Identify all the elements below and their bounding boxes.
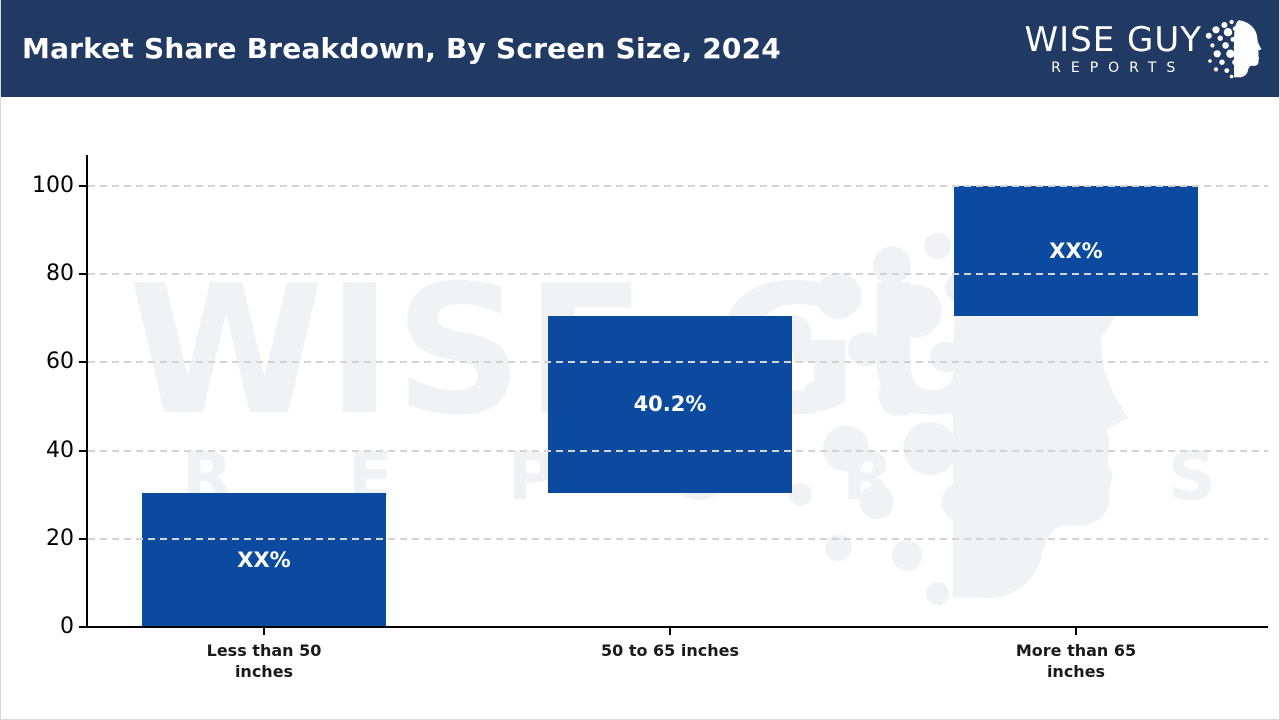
y-axis-line xyxy=(86,155,88,628)
y-tick-60 xyxy=(79,361,86,364)
bar-more-than-65-inches: XX% xyxy=(954,186,1198,316)
bar-value-label: XX% xyxy=(237,547,291,572)
y-tick-80 xyxy=(79,273,86,276)
category-label-line: inches xyxy=(234,662,294,681)
x-tick-1 xyxy=(669,628,671,635)
y-tick-label-40: 40 xyxy=(46,437,74,463)
category-label-line: 50 to 65 inches xyxy=(600,641,739,660)
gridline-y-40 xyxy=(88,449,1268,452)
gridline-y-100 xyxy=(88,185,1268,187)
category-label-2: More than 65 inches xyxy=(956,640,1196,682)
bar-50-to-65-inches: 40.2% xyxy=(548,315,792,493)
wiseguy-face-icon xyxy=(1204,9,1270,89)
bar-less-than-50-inches: XX% xyxy=(142,492,386,627)
gridline-y-20 xyxy=(88,537,1268,540)
wiseguy-logo-text: WISE GUY REPORTS xyxy=(1024,22,1202,76)
bar-value-label: 40.2% xyxy=(633,392,707,417)
gridline-y-60 xyxy=(88,361,1268,364)
wiseguy-logo: WISE GUY REPORTS xyxy=(1024,9,1270,89)
y-tick-label-100: 100 xyxy=(32,173,74,198)
y-tick-label-0: 0 xyxy=(60,614,74,639)
x-tick-2 xyxy=(1075,628,1077,635)
y-tick-label-80: 80 xyxy=(46,261,74,287)
y-tick-label-60: 60 xyxy=(46,349,74,375)
y-tick-0 xyxy=(79,626,86,628)
category-label-line: More than 65 xyxy=(1015,641,1137,660)
y-tick-20 xyxy=(79,537,86,540)
page-title: Market Share Breakdown, By Screen Size, … xyxy=(22,32,781,65)
gridline-y-80 xyxy=(88,273,1268,276)
category-label-line: inches xyxy=(1046,662,1106,681)
category-label-1: 50 to 65 inches xyxy=(550,640,790,661)
logo-subtitle: REPORTS xyxy=(1051,59,1186,76)
y-tick-label-20: 20 xyxy=(46,525,74,551)
category-label-line: Less than 50 xyxy=(206,641,322,660)
header-band: Market Share Breakdown, By Screen Size, … xyxy=(0,0,1280,97)
bar-value-label: XX% xyxy=(1049,238,1103,263)
logo-wordmark: WISE GUY xyxy=(1024,19,1202,60)
category-label-0: Less than 50 inches xyxy=(144,640,384,682)
y-tick-100 xyxy=(79,185,86,187)
x-tick-0 xyxy=(263,628,265,635)
y-tick-40 xyxy=(79,449,86,452)
x-axis-line xyxy=(86,626,1268,628)
